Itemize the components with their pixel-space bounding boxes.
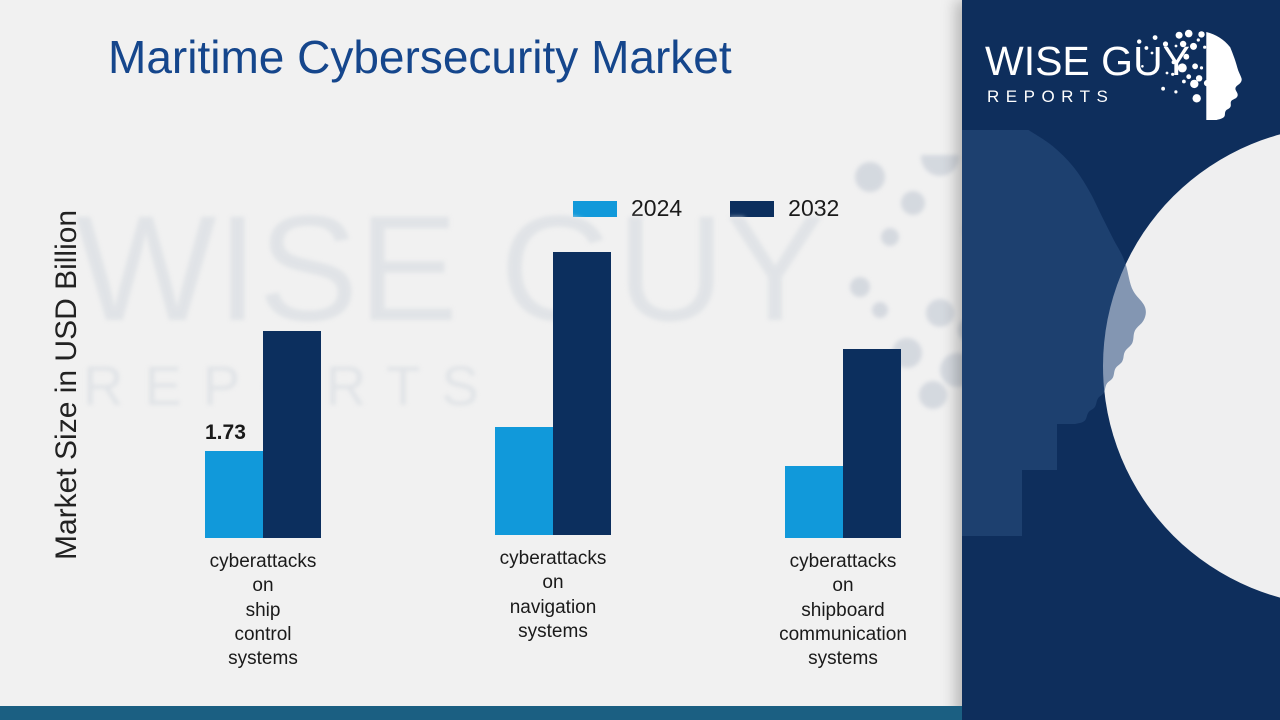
svg-text:REPORTS: REPORTS: [987, 87, 1114, 106]
